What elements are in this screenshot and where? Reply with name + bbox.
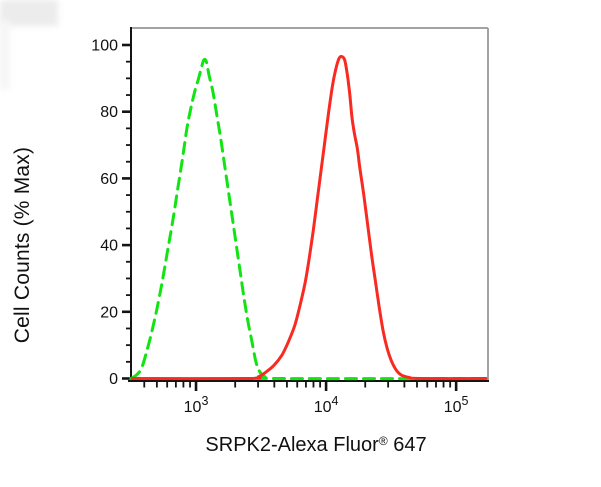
y-tick-label: 0 bbox=[109, 371, 118, 388]
negative-control-curve bbox=[129, 57, 488, 381]
y-axis-title: Cell Counts (% Max) bbox=[11, 146, 34, 344]
x-tick-label: 105 bbox=[444, 394, 469, 416]
x-axis-ticks: 103 104 105 bbox=[143, 382, 469, 416]
y-axis-ticks: 0 20 40 60 80 100 bbox=[91, 38, 131, 388]
x-axis-title: SRPK2-Alexa Fluor® 647 bbox=[131, 434, 501, 457]
x-axis-title-main: SRPK2-Alexa Fluor bbox=[205, 434, 379, 456]
x-tick-label: 104 bbox=[314, 394, 339, 416]
registered-trademark-symbol: ® bbox=[378, 434, 388, 448]
x-axis-title-suffix: 647 bbox=[387, 434, 427, 456]
plot-frame bbox=[128, 27, 489, 382]
y-tick-label: 40 bbox=[100, 238, 118, 255]
scan-artifact-band bbox=[0, 20, 10, 90]
y-tick-label: 20 bbox=[100, 304, 118, 321]
y-tick-label: 60 bbox=[100, 171, 118, 188]
x-tick-label: 103 bbox=[184, 394, 209, 416]
srpk2-alexa-fluor-647-curve bbox=[130, 55, 488, 381]
y-tick-label: 100 bbox=[91, 38, 118, 55]
y-tick-label: 80 bbox=[100, 104, 118, 121]
